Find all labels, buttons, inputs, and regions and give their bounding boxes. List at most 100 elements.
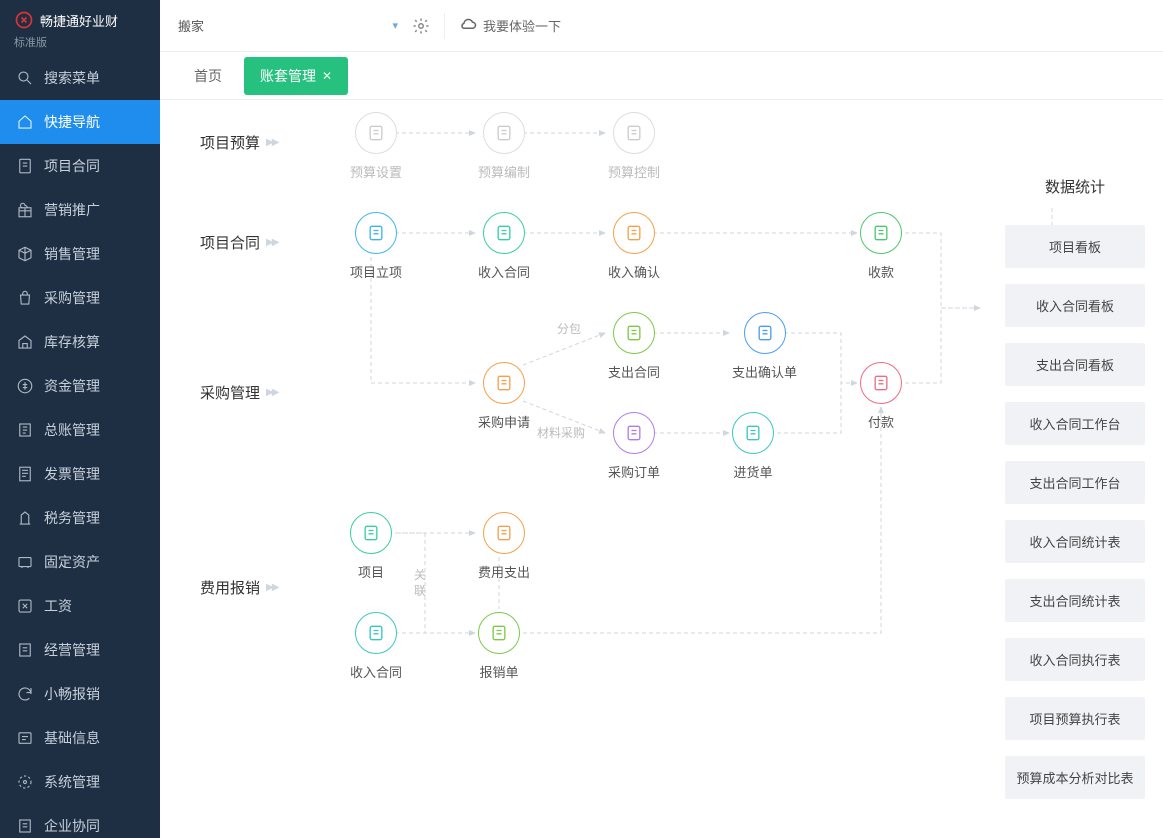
brand-sub: 标准版 <box>0 34 160 56</box>
sidebar-item-8[interactable]: 总账管理 <box>0 408 160 452</box>
biz-icon <box>16 641 34 659</box>
gear-icon[interactable] <box>412 17 430 35</box>
node-purchase_req[interactable]: 采购申请 <box>478 362 530 431</box>
brand-logo-icon <box>14 10 34 30</box>
asset-icon <box>16 553 34 571</box>
warehouse-icon <box>16 333 34 351</box>
node-label: 预算编制 <box>478 162 530 181</box>
sidebar-item-0[interactable]: 搜索菜单 <box>0 56 160 100</box>
sidebar-item-label: 营销推广 <box>44 200 100 220</box>
sidebar-item-5[interactable]: 采购管理 <box>0 276 160 320</box>
sidebar-item-label: 发票管理 <box>44 464 100 484</box>
node-label: 支出确认单 <box>732 362 797 381</box>
tab-1[interactable]: 账套管理✕ <box>244 57 348 95</box>
node-expend_ct[interactable]: 支出合同 <box>608 312 660 381</box>
node-budget_make[interactable]: 预算编制 <box>478 112 530 181</box>
sidebar-item-9[interactable]: 发票管理 <box>0 452 160 496</box>
sidebar-item-label: 销售管理 <box>44 244 100 264</box>
experience-label: 我要体验一下 <box>483 16 561 35</box>
cube-icon <box>16 245 34 263</box>
node-income_ct2[interactable]: 收入合同 <box>350 612 402 681</box>
conn-label-link2: 联 <box>414 582 426 599</box>
refresh-icon <box>16 685 34 703</box>
node-proj[interactable]: 项目 <box>350 512 392 581</box>
node-icon <box>350 512 392 554</box>
company-name: 搬家 <box>178 16 204 35</box>
node-icon <box>478 612 520 654</box>
stats-button-0[interactable]: 项目看板 <box>1005 225 1145 268</box>
stats-button-2[interactable]: 支出合同看板 <box>1005 343 1145 386</box>
stats-button-5[interactable]: 收入合同统计表 <box>1005 520 1145 563</box>
close-icon[interactable]: ✕ <box>322 69 332 83</box>
stats-button-4[interactable]: 支出合同工作台 <box>1005 461 1145 504</box>
stats-button-3[interactable]: 收入合同工作台 <box>1005 402 1145 445</box>
node-expend_cf[interactable]: 支出确认单 <box>732 312 797 381</box>
node-expense[interactable]: 费用支出 <box>478 512 530 581</box>
tab-0[interactable]: 首页 <box>178 57 238 95</box>
stats-button-9[interactable]: 预算成本分析对比表 <box>1005 756 1145 799</box>
home-icon <box>16 113 34 131</box>
sidebar-item-label: 工资 <box>44 596 72 616</box>
sidebar-item-15[interactable]: 基础信息 <box>0 716 160 760</box>
triangle-icon: ▶▶ <box>266 582 277 593</box>
conn-label-material: 材料采购 <box>537 424 585 441</box>
node-label: 预算设置 <box>350 162 402 181</box>
sidebar-item-label: 固定资产 <box>44 552 100 572</box>
node-label: 采购申请 <box>478 412 530 431</box>
sidebar-item-16[interactable]: 系统管理 <box>0 760 160 804</box>
node-icon <box>860 212 902 254</box>
brand-title: 畅捷通好业财 <box>40 11 118 30</box>
company-select[interactable]: 搬家 ▾ <box>178 16 398 35</box>
stats-button-6[interactable]: 支出合同统计表 <box>1005 579 1145 622</box>
triangle-icon: ▶▶ <box>266 387 277 398</box>
node-icon <box>744 312 786 354</box>
topbar-divider <box>444 13 445 39</box>
row-label-3: 费用报销▶▶ <box>200 577 277 598</box>
stats-button-7[interactable]: 收入合同执行表 <box>1005 638 1145 681</box>
node-goods_in[interactable]: 进货单 <box>732 412 774 481</box>
sidebar-item-10[interactable]: 税务管理 <box>0 496 160 540</box>
cloud-icon <box>459 17 477 35</box>
sidebar-item-label: 小畅报销 <box>44 684 100 704</box>
invoice-icon <box>16 465 34 483</box>
sidebar-item-14[interactable]: 小畅报销 <box>0 672 160 716</box>
sidebar-item-4[interactable]: 销售管理 <box>0 232 160 276</box>
node-label: 采购订单 <box>608 462 660 481</box>
sidebar-item-label: 资金管理 <box>44 376 100 396</box>
ledger-icon <box>16 421 34 439</box>
node-proj_init[interactable]: 项目立项 <box>350 212 402 281</box>
stats-button-8[interactable]: 项目预算执行表 <box>1005 697 1145 740</box>
conn-label-link: 关 <box>414 566 426 583</box>
experience-link[interactable]: 我要体验一下 <box>459 16 561 35</box>
main-area: 搬家 ▾ 我要体验一下 首页账套管理✕ 数据统计 <box>160 0 1163 838</box>
node-reimburse[interactable]: 报销单 <box>478 612 520 681</box>
search-icon <box>16 69 34 87</box>
node-icon <box>355 112 397 154</box>
node-purchase_ord[interactable]: 采购订单 <box>608 412 660 481</box>
node-income_ct[interactable]: 收入合同 <box>478 212 530 281</box>
node-receive[interactable]: 收款 <box>860 212 902 281</box>
sidebar-item-13[interactable]: 经营管理 <box>0 628 160 672</box>
sidebar-item-label: 快捷导航 <box>44 112 100 132</box>
node-icon <box>355 612 397 654</box>
sidebar-item-12[interactable]: 工资 <box>0 584 160 628</box>
triangle-icon: ▶▶ <box>266 137 277 148</box>
sidebar-item-6[interactable]: 库存核算 <box>0 320 160 364</box>
stats-button-1[interactable]: 收入合同看板 <box>1005 284 1145 327</box>
chevron-down-icon: ▾ <box>392 19 398 32</box>
node-label: 收入合同 <box>478 262 530 281</box>
sidebar-item-7[interactable]: 资金管理 <box>0 364 160 408</box>
sidebar-item-2[interactable]: 项目合同 <box>0 144 160 188</box>
node-label: 费用支出 <box>478 562 530 581</box>
sidebar-item-17[interactable]: 企业协同 <box>0 804 160 838</box>
node-income_cf[interactable]: 收入确认 <box>608 212 660 281</box>
node-budget_ctrl[interactable]: 预算控制 <box>608 112 660 181</box>
salary-icon <box>16 597 34 615</box>
sidebar-item-11[interactable]: 固定资产 <box>0 540 160 584</box>
node-budget_setup[interactable]: 预算设置 <box>350 112 402 181</box>
sidebar-item-1[interactable]: 快捷导航 <box>0 100 160 144</box>
node-pay[interactable]: 付款 <box>860 362 902 431</box>
node-icon <box>483 212 525 254</box>
sidebar-item-3[interactable]: 营销推广 <box>0 188 160 232</box>
node-icon <box>355 212 397 254</box>
